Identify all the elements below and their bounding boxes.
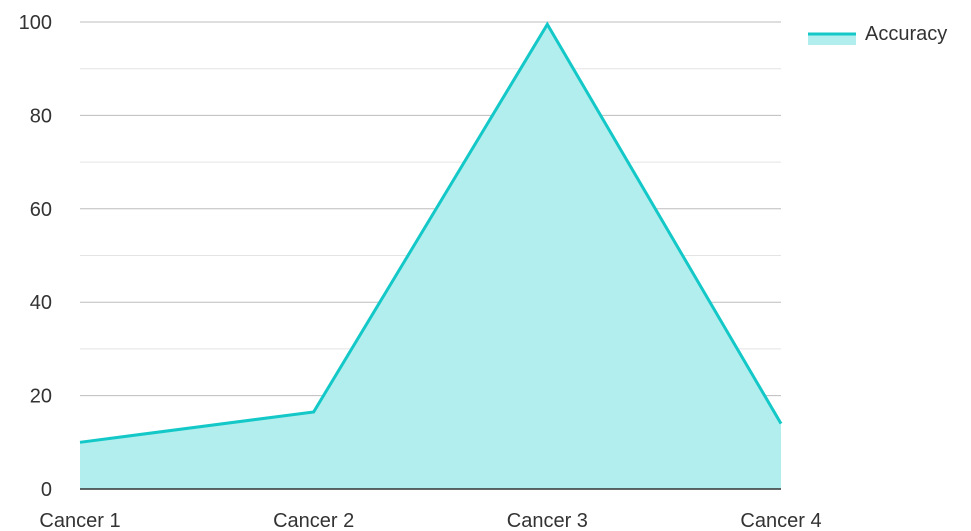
legend: Accuracy	[808, 23, 947, 45]
x-tick-label: Cancer 1	[39, 510, 120, 531]
y-tick-label: 40	[30, 292, 52, 314]
y-tick-label: 20	[30, 386, 52, 408]
legend-label-accuracy: Accuracy	[865, 23, 947, 45]
accuracy-line	[79, 21, 783, 444]
y-tick-label: 0	[41, 479, 52, 501]
x-axis-tick-labels: Cancer 1 Cancer 2 Cancer 3 Cancer 4	[39, 510, 821, 531]
y-tick-label: 60	[30, 199, 52, 221]
x-tick-label: Cancer 3	[507, 510, 588, 531]
accuracy-area-fill	[80, 24, 781, 490]
x-tick-label: Cancer 2	[273, 510, 354, 531]
y-tick-label: 100	[19, 12, 52, 34]
y-axis-tick-labels: 0 20 40 60 80 100	[19, 12, 52, 501]
legend-swatch-accuracy	[808, 33, 856, 45]
x-tick-label: Cancer 4	[740, 510, 821, 531]
y-tick-label: 80	[30, 105, 52, 127]
